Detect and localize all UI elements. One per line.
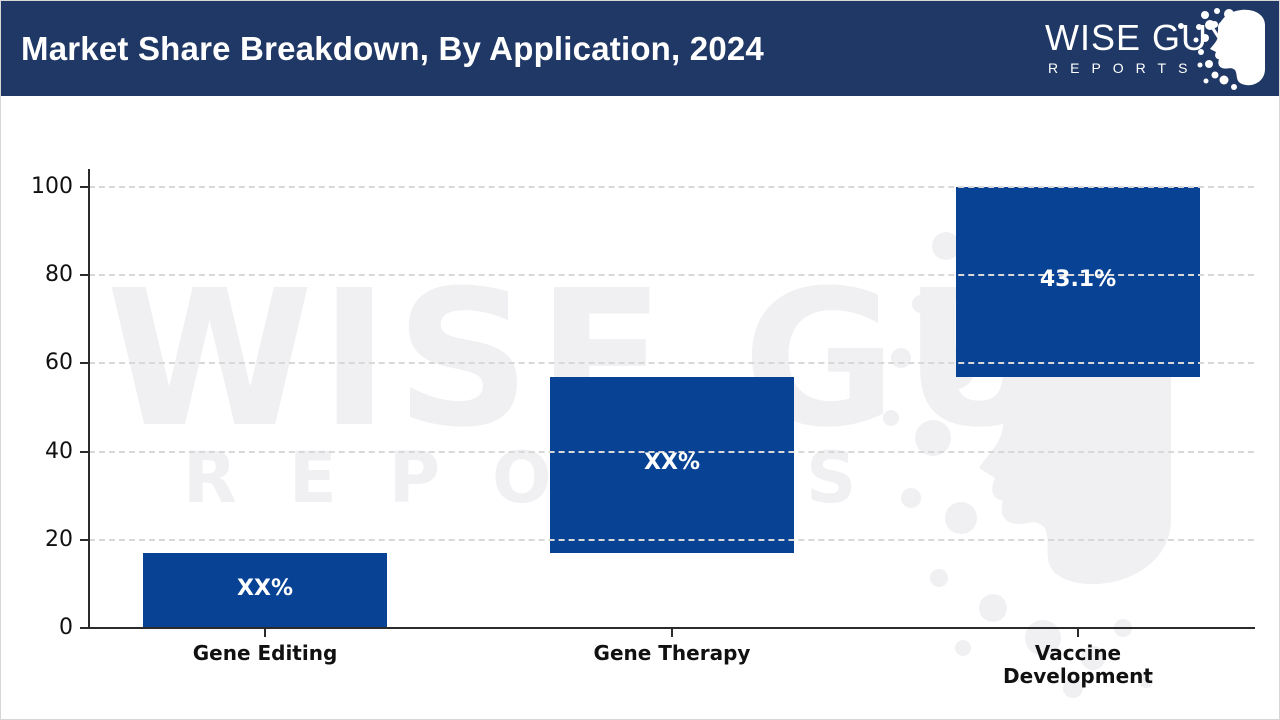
gridline <box>89 450 1254 453</box>
y-axis-tick <box>80 450 89 453</box>
y-axis-tick-label: 80 <box>45 262 73 288</box>
y-axis-line <box>88 169 90 629</box>
bar-segment <box>550 376 794 554</box>
logo-dot-icon <box>1178 23 1184 29</box>
bar-segment <box>956 187 1200 377</box>
bar-value-label: 43.1% <box>1039 266 1117 292</box>
face-profile-dots-icon <box>1191 7 1267 97</box>
y-axis-tick <box>80 362 89 365</box>
gridline <box>89 274 1254 277</box>
y-axis-tick <box>80 274 89 277</box>
bar-value-label: XX% <box>644 449 700 475</box>
wise-guy-reports-logo: WISE GUY REPORTS <box>1017 7 1267 93</box>
bar-segment <box>143 553 387 628</box>
y-axis-tick <box>80 538 89 541</box>
x-axis-tick <box>1077 629 1079 637</box>
gridline <box>89 538 1254 541</box>
x-axis-tick <box>671 629 673 637</box>
y-axis-tick-label: 20 <box>45 526 73 552</box>
chart-plot-area: 0 20 40 60 80 100 XX% XX% 43.1% Gene Editing Gene … <box>1 96 1279 719</box>
x-axis-tick <box>264 629 266 637</box>
y-axis-tick-label: 60 <box>45 350 73 376</box>
bar-value-label: XX% <box>237 575 293 601</box>
x-axis-line <box>87 627 1255 629</box>
y-axis-tick-label: 40 <box>45 438 73 464</box>
logo-subtitle: REPORTS <box>1048 59 1200 76</box>
x-axis-category-label: Vaccine Development <box>1003 641 1153 688</box>
x-axis-category-label: Gene Therapy <box>593 641 751 665</box>
x-axis-category-label: Gene Editing <box>192 641 338 665</box>
y-axis-tick-label: 0 <box>59 615 73 640</box>
y-axis-tick <box>80 186 89 188</box>
header-bar: Market Share Breakdown, By Application, … <box>1 1 1279 96</box>
gridline <box>89 186 1254 188</box>
y-axis-tick <box>80 627 89 629</box>
gridline <box>89 362 1254 365</box>
page-title: Market Share Breakdown, By Application, … <box>21 29 764 67</box>
y-axis-tick-label: 100 <box>31 174 73 199</box>
